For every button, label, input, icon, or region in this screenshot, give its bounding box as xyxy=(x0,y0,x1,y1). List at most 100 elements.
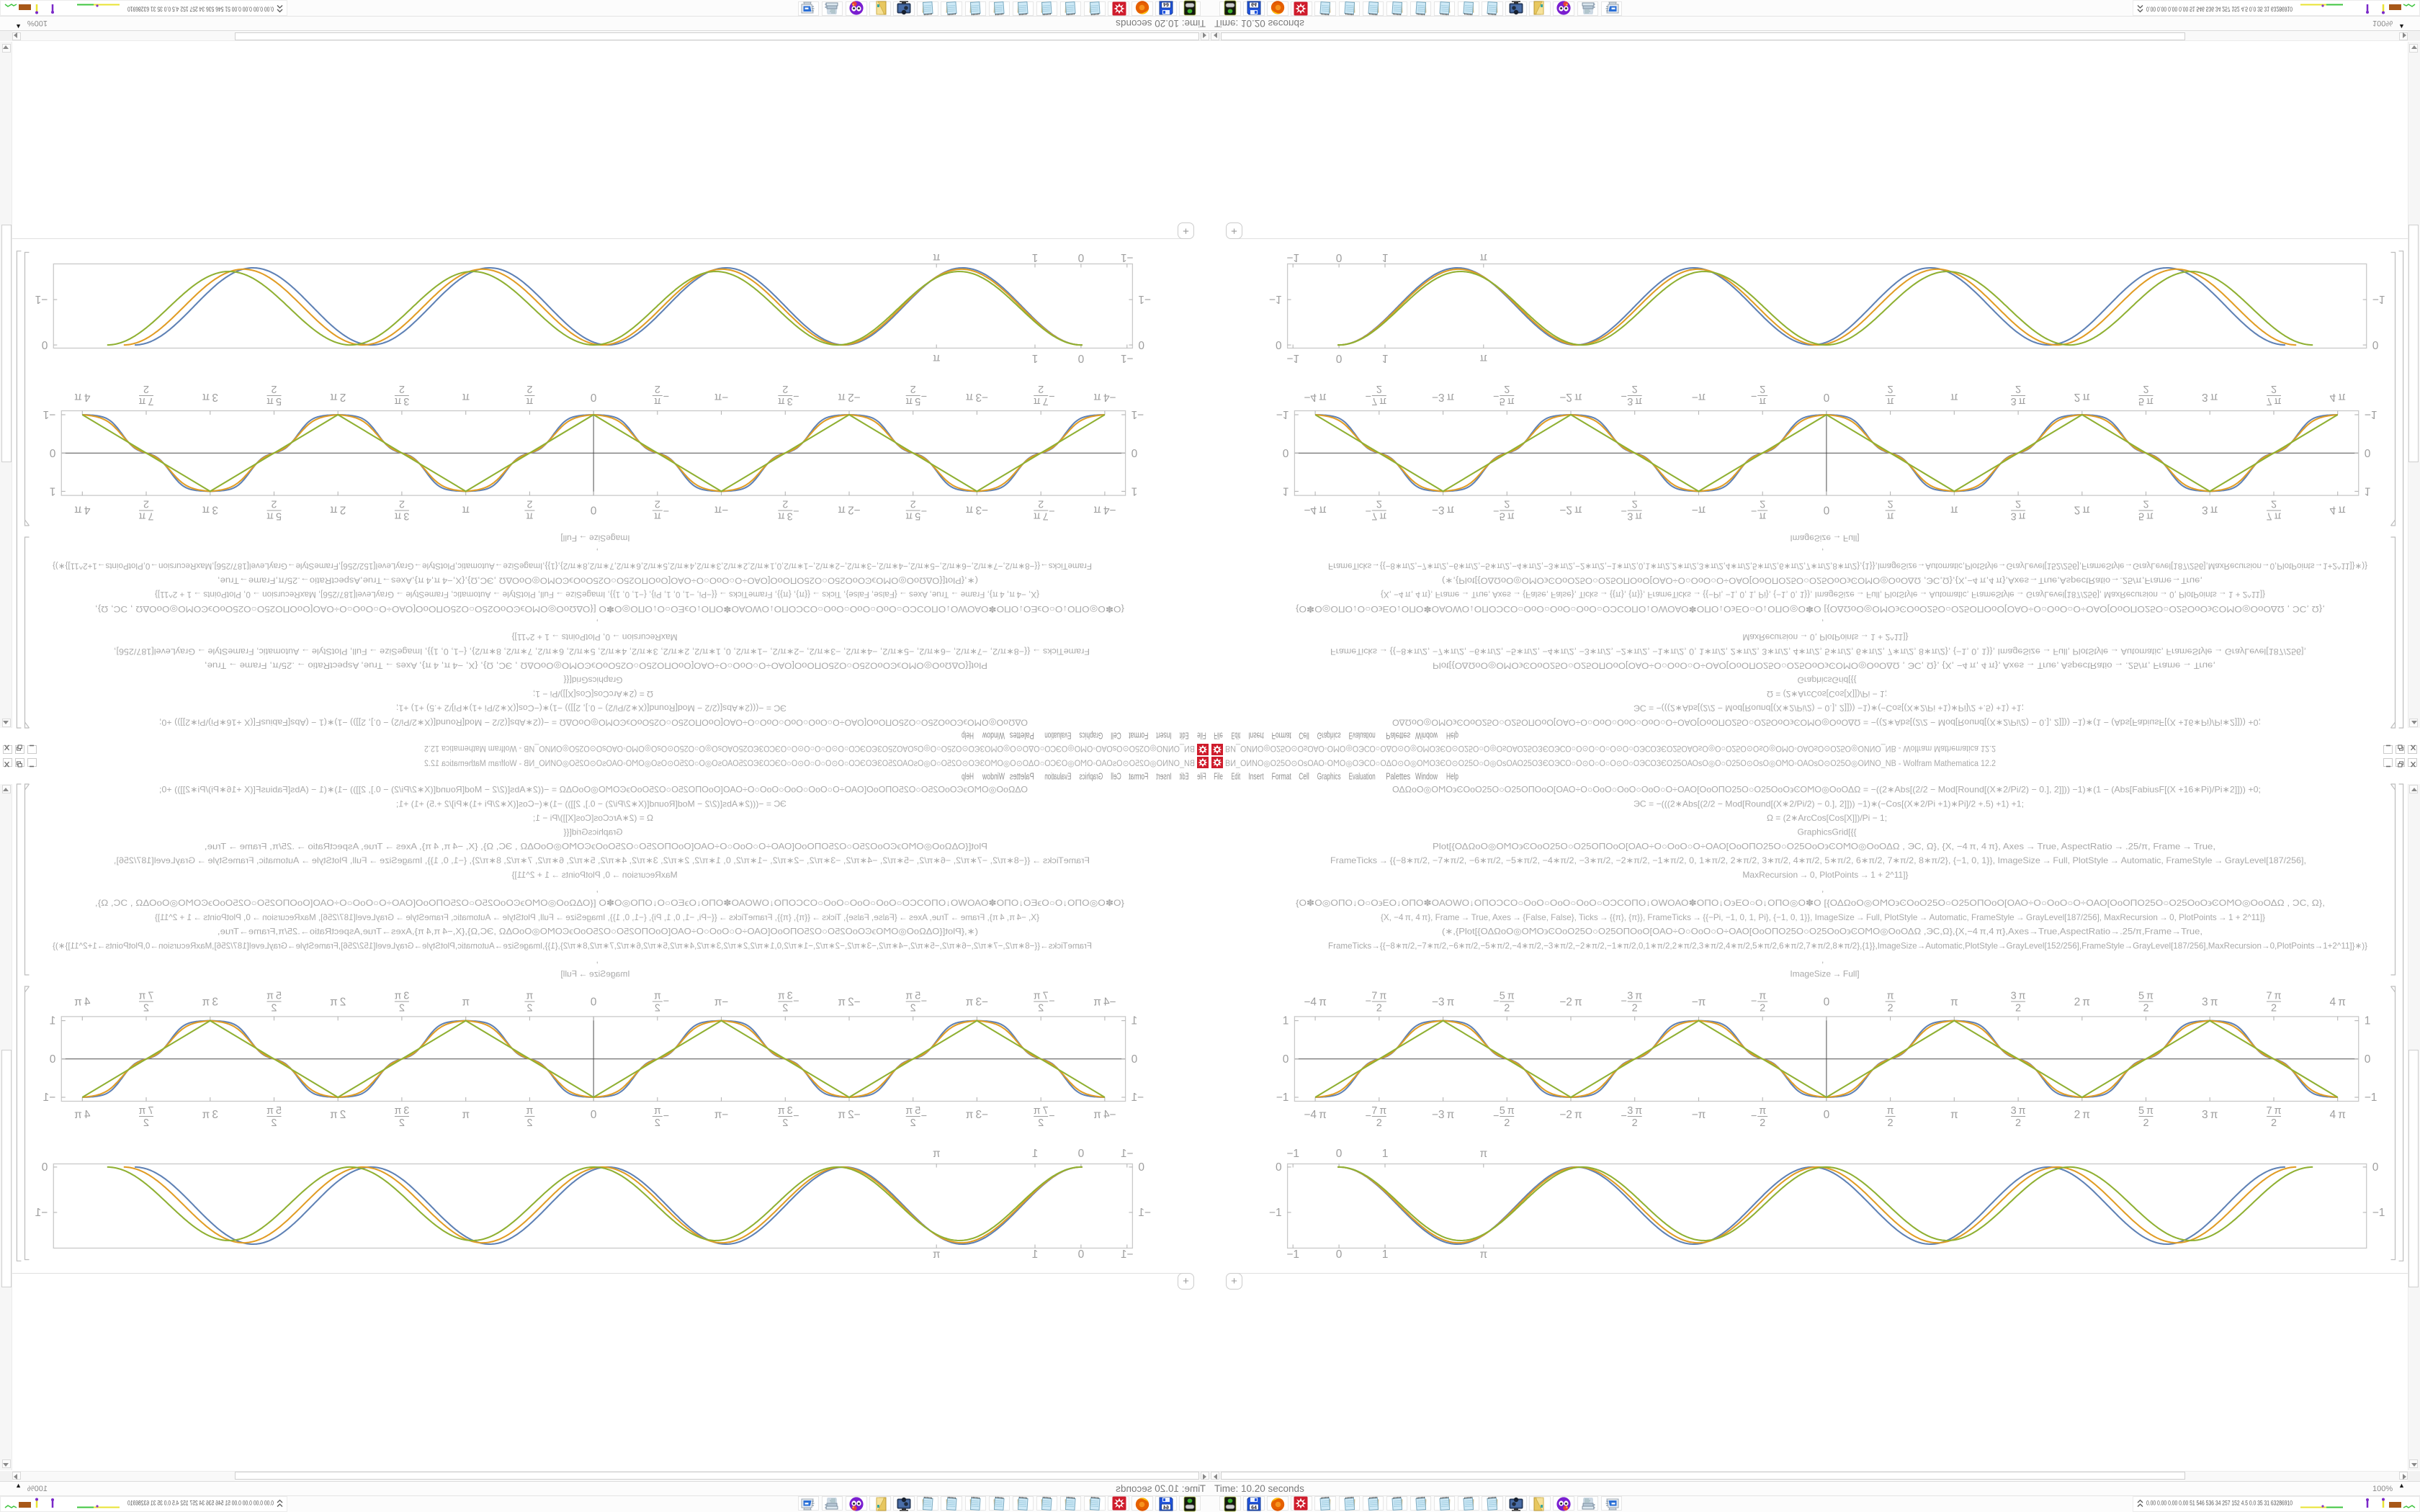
svg-text:3 π: 3 π xyxy=(2011,395,2026,407)
svg-text:5 π: 5 π xyxy=(2138,991,2154,1002)
svg-text:Ω = (2∗ArcCos[Cos[X]])/Pi − 1: Ω = (2∗ArcCos[Cos[X]])/Pi − 1; xyxy=(1767,689,1887,699)
svg-text:−3 π: −3 π xyxy=(965,996,988,1009)
svg-text:ВИ_ОИNО◎О25О⊙ОѕОАО◦ОϺО◎ОЭСО○ОΔ: ВИ_ОИNО◎О25О⊙ОѕОАО◦ОϺО◎ОЭСО○ОΔО⊙О◎ОϺОЗЄО… xyxy=(1225,760,1996,768)
svg-text:−: − xyxy=(1366,505,1371,516)
svg-text:2 π: 2 π xyxy=(2074,996,2091,1009)
svg-text:3 π: 3 π xyxy=(778,510,793,522)
svg-text:−2 π: −2 π xyxy=(838,391,861,403)
svg-text:Edit: Edit xyxy=(1179,772,1188,782)
svg-text:−2 π: −2 π xyxy=(1559,996,1582,1009)
svg-text:5 π: 5 π xyxy=(905,991,920,1002)
svg-text:,: , xyxy=(596,547,599,557)
svg-text:2: 2 xyxy=(399,383,405,395)
svg-text:−: − xyxy=(1493,1111,1499,1122)
svg-text:0: 0 xyxy=(1276,1161,1282,1174)
svg-text:Insert: Insert xyxy=(1248,731,1264,741)
svg-text:Graphics: Graphics xyxy=(1079,772,1103,782)
svg-text:3 π: 3 π xyxy=(778,395,793,407)
svg-text:−4 π: −4 π xyxy=(1093,391,1116,403)
svg-text:−: − xyxy=(663,505,669,516)
svg-text:7 π: 7 π xyxy=(139,395,154,407)
svg-text:7 π: 7 π xyxy=(1034,395,1049,407)
svg-text:Graphics: Graphics xyxy=(1317,731,1341,741)
svg-text:0: 0 xyxy=(590,391,596,403)
svg-text:{X, −4 π, 4 π}, Frame → True,: {X, −4 π, 4 π}, Frame → True, Axes → {Fa… xyxy=(1381,590,2265,600)
svg-text:π: π xyxy=(1479,1248,1487,1261)
svg-text:−: − xyxy=(920,390,926,402)
svg-text:2: 2 xyxy=(1376,1117,1382,1129)
svg-text:2: 2 xyxy=(1760,498,1765,510)
svg-text:ΟΔΩοΟ◎ΟϺΟ϶ϾΟοΟ25Ο○Ο25ΟΠΟοΟ[ΟΑΟ: ΟΔΩοΟ◎ΟϺΟ϶ϾΟοΟ25Ο○Ο25ΟΠΟοΟ[ΟΑΟ÷Ο○ΟοΟ○ΟοΟ… xyxy=(1392,785,2261,795)
svg-text:2: 2 xyxy=(655,498,660,510)
svg-text:64: 64 xyxy=(1163,1506,1169,1511)
svg-text:GraphicsGrid[{{: GraphicsGrid[{{ xyxy=(563,675,622,685)
svg-text:2: 2 xyxy=(1888,383,1894,395)
svg-text:3 π: 3 π xyxy=(1627,991,1642,1002)
svg-text:5 π: 5 π xyxy=(266,510,282,522)
svg-text:π: π xyxy=(933,1148,941,1160)
svg-text:,: , xyxy=(1821,547,1824,557)
svg-text:0.00 0.00 0.00 0.00 51 546: 0.00 0.00 0.00 0.00 51 546 536 34 257 15… xyxy=(127,1500,274,1507)
svg-text:MaxRecursion → 0, PlotPoints →: MaxRecursion → 0, PlotPoints → 1 + 2^11]… xyxy=(511,870,677,880)
svg-text:2: 2 xyxy=(1632,383,1638,395)
svg-text:−: − xyxy=(1621,996,1626,1007)
svg-text:5 π: 5 π xyxy=(1500,395,1515,407)
svg-text:2: 2 xyxy=(1760,383,1765,395)
svg-text:3 π: 3 π xyxy=(202,504,218,516)
svg-text:{Ο✽Ο◎ΟΠΟ↓Ο○Ο϶ΕΟ↓ΟΠΟ✽ΟΑΟWΟ↓ΟΠΟϽ: {Ο✽Ο◎ΟΠΟ↓Ο○Ο϶ΕΟ↓ΟΠΟ✽ΟΑΟWΟ↓ΟΠΟϽϹΟ○ΟοΟ○ΟοΟ… xyxy=(95,898,1124,908)
svg-text:π: π xyxy=(1759,395,1766,407)
svg-text:−1: −1 xyxy=(1121,1248,1134,1261)
svg-text:2: 2 xyxy=(143,1003,149,1014)
svg-text:2: 2 xyxy=(143,1117,149,1129)
svg-text:Format: Format xyxy=(1272,731,1292,741)
svg-text:File: File xyxy=(1214,731,1223,741)
svg-text:1: 1 xyxy=(1032,1148,1039,1160)
svg-text:−1: −1 xyxy=(1276,408,1289,420)
svg-text:File: File xyxy=(1214,772,1223,782)
svg-text:Plot[{ΟΔΩοΟ◎ΟϺΟ϶ϾΟοΟ25Ο○Ο25ΟΠΟ: Plot[{ΟΔΩοΟ◎ΟϺΟ϶ϾΟοΟ25Ο○Ο25ΟΠΟοΟ[ΟΑΟ÷Ο○Ο… xyxy=(205,841,987,851)
svg-text:π: π xyxy=(654,991,661,1002)
svg-text:−3 π: −3 π xyxy=(1432,391,1455,403)
svg-text:0: 0 xyxy=(1276,338,1282,351)
svg-text:Ω = (2∗ArcCos[Cos[X]])/Pi − 1: Ω = (2∗ArcCos[Cos[X]])/Pi − 1; xyxy=(533,813,653,823)
svg-text:0: 0 xyxy=(2365,446,2371,459)
svg-text:2: 2 xyxy=(1760,1117,1765,1129)
svg-text:−1: −1 xyxy=(1286,1148,1299,1160)
svg-text:Edit: Edit xyxy=(1179,731,1188,741)
svg-text:5 π: 5 π xyxy=(905,510,920,522)
svg-text:0: 0 xyxy=(1131,446,1137,459)
svg-text:0.00 0.00 0.00 0.00 51 546: 0.00 0.00 0.00 0.00 51 546 536 34 257 15… xyxy=(2146,1500,2293,1507)
svg-text:−: − xyxy=(920,996,926,1007)
svg-text:0: 0 xyxy=(1138,338,1144,351)
svg-text:{Ο✽Ο◎ΟΠΟ↓Ο○Ο϶ΕΟ↓ΟΠΟ✽ΟΑΟWΟ↓ΟΠΟϽ: {Ο✽Ο◎ΟΠΟ↓Ο○Ο϶ΕΟ↓ΟΠΟ✽ΟΑΟWΟ↓ΟΠΟϽϹΟ○ΟοΟ○ΟοΟ… xyxy=(95,604,1124,614)
svg-text:2: 2 xyxy=(1504,1003,1510,1014)
svg-text:7 π: 7 π xyxy=(139,1105,154,1117)
svg-text:π: π xyxy=(462,996,470,1009)
svg-text:MaxRecursion → 0, PlotPoints →: MaxRecursion → 0, PlotPoints → 1 + 2^11]… xyxy=(1742,870,1908,880)
svg-text:0: 0 xyxy=(2365,1053,2371,1066)
svg-text:−: − xyxy=(1751,390,1757,402)
svg-text:Plot[{ΟΔΩοΟ◎ΟϺΟ϶ϾΟοΟ25Ο○Ο25ΟΠΟ: Plot[{ΟΔΩοΟ◎ΟϺΟ϶ϾΟοΟ25Ο○Ο25ΟΠΟοΟ[ΟΑΟ÷Ο○Ο… xyxy=(1433,841,2215,851)
svg-text:π: π xyxy=(1479,251,1487,264)
svg-text:−1: −1 xyxy=(2372,293,2385,305)
svg-text:0: 0 xyxy=(1077,1248,1084,1261)
svg-text:−1: −1 xyxy=(1121,1148,1134,1160)
svg-text:FrameTicks→{{−8∗π/2,−7∗π/2,−6∗: FrameTicks→{{−8∗π/2,−7∗π/2,−6∗π/2,−5∗π/2… xyxy=(53,940,1092,950)
svg-text:GraphicsGrid[{{: GraphicsGrid[{{ xyxy=(1797,675,1856,685)
svg-text:π: π xyxy=(654,395,661,407)
svg-text:2: 2 xyxy=(2143,1117,2148,1129)
svg-text:−: − xyxy=(793,1111,799,1122)
svg-text:3 π: 3 π xyxy=(2011,510,2026,522)
svg-text:2: 2 xyxy=(2015,383,2021,395)
svg-text:2: 2 xyxy=(782,1117,788,1129)
svg-text:−: − xyxy=(1751,505,1757,516)
svg-text:2 π: 2 π xyxy=(2074,1109,2091,1121)
svg-text:0: 0 xyxy=(590,996,596,1009)
svg-text:,: , xyxy=(1821,618,1824,629)
svg-text:{X, −4 π, 4 π}, Frame → True,: {X, −4 π, 4 π}, Frame → True, Axes → {Fa… xyxy=(155,590,1039,600)
svg-text:0: 0 xyxy=(1336,352,1343,364)
svg-text:−: − xyxy=(1493,390,1499,402)
svg-text:Format: Format xyxy=(1272,772,1292,782)
svg-text:{X, −4 π, 4 π}, Frame → True,: {X, −4 π, 4 π}, Frame → True, Axes → {Fa… xyxy=(155,912,1039,922)
svg-text:Window: Window xyxy=(1415,772,1438,782)
